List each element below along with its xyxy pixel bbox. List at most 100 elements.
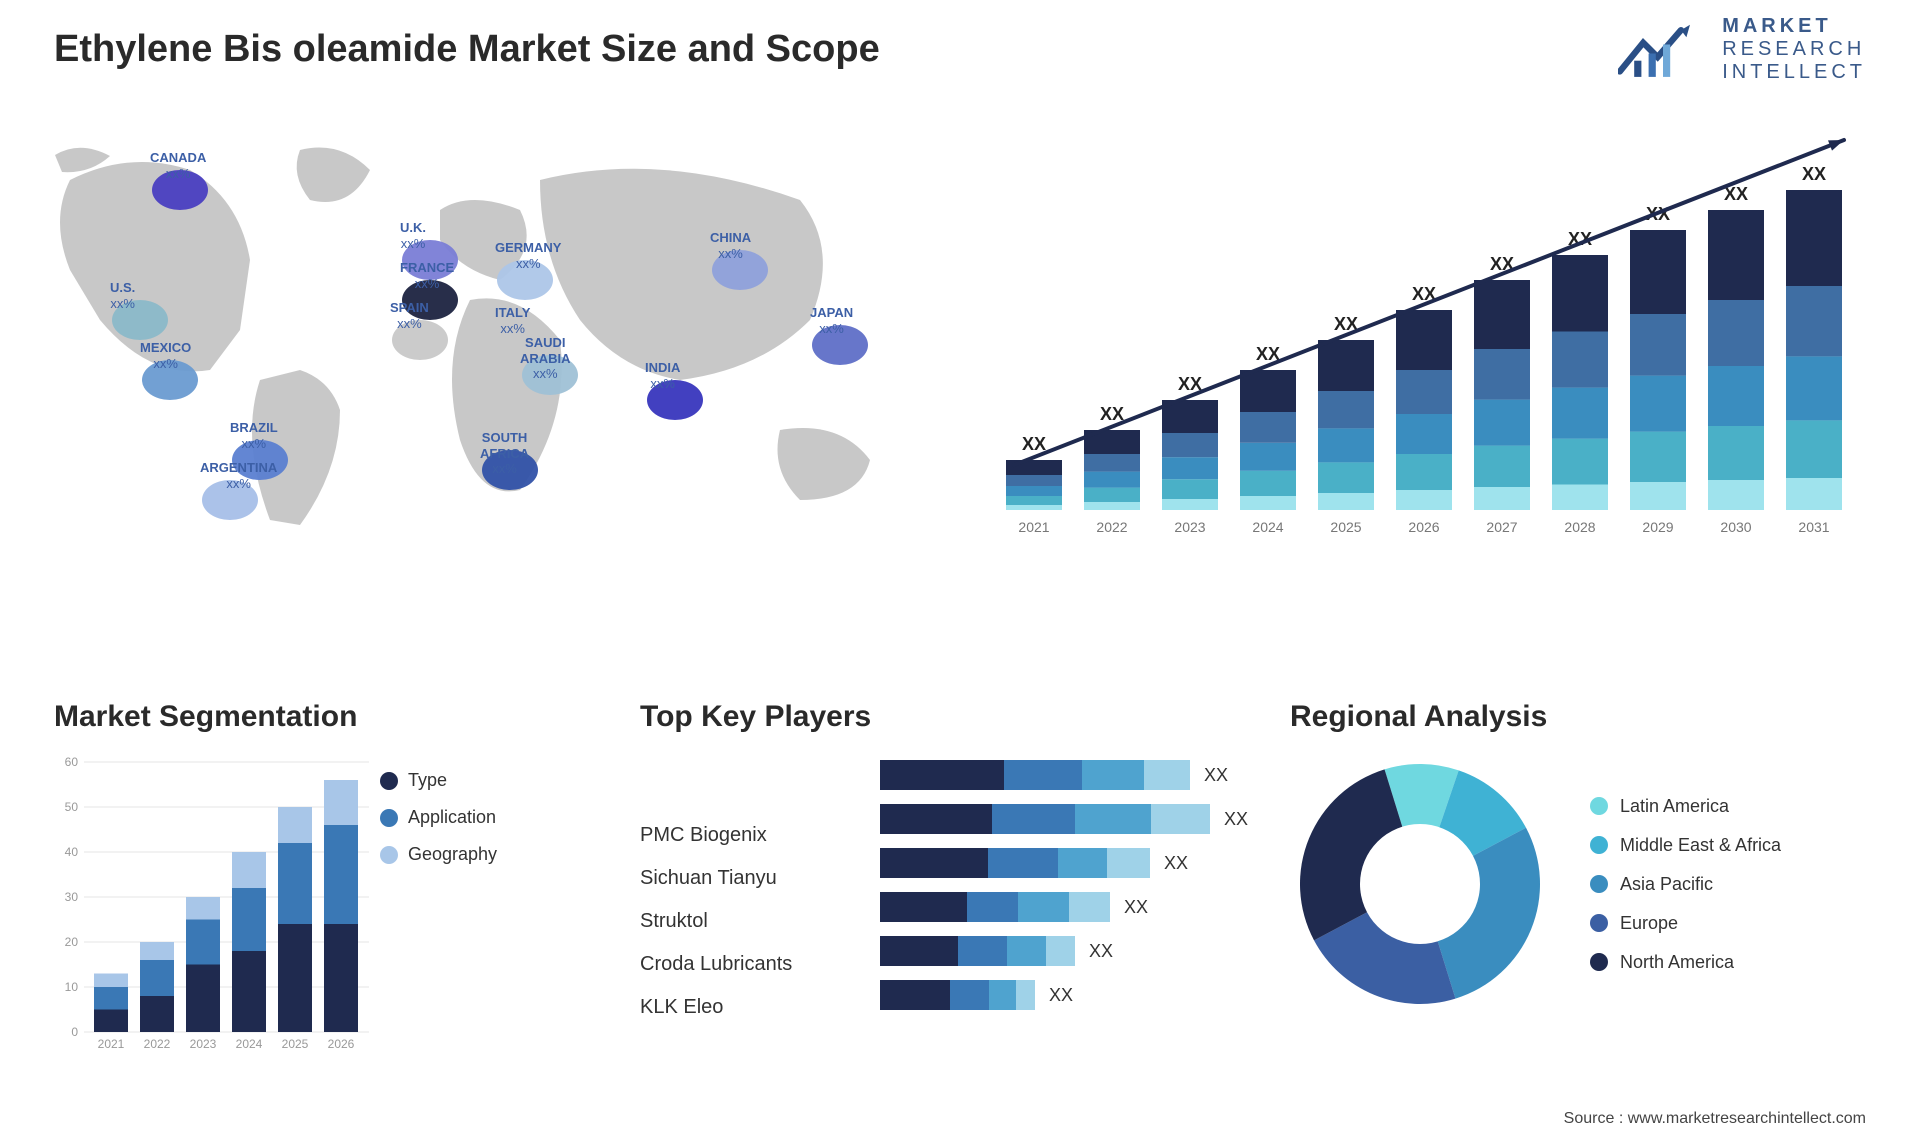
legend-dot xyxy=(380,772,398,790)
svg-text:10: 10 xyxy=(65,980,79,994)
legend-label: Europe xyxy=(1620,913,1678,934)
legend-dot xyxy=(380,846,398,864)
player-bar xyxy=(880,760,1190,790)
country-label: SPAINxx% xyxy=(390,300,429,331)
legend-dot xyxy=(1590,797,1608,815)
player-bar-label: XX xyxy=(1049,985,1073,1006)
player-bar-segment xyxy=(1075,804,1151,834)
svg-text:XX: XX xyxy=(1022,434,1046,454)
player-bar-row: XX xyxy=(880,848,1300,878)
logo-bar-2 xyxy=(1649,54,1656,77)
world-basemap xyxy=(40,120,940,550)
player-bar-segment xyxy=(1107,848,1150,878)
player-bar-segment xyxy=(1016,980,1035,1010)
svg-text:2021: 2021 xyxy=(1018,519,1049,535)
legend-dot xyxy=(1590,953,1608,971)
legend-dot xyxy=(1590,914,1608,932)
player-bar-segment xyxy=(958,936,1007,966)
svg-text:2030: 2030 xyxy=(1720,519,1751,535)
seg-legend-item: Geography xyxy=(380,844,497,865)
source-label: Source : www.marketresearchintellect.com xyxy=(1564,1110,1866,1128)
player-bar-segment xyxy=(988,848,1058,878)
player-bar-label: XX xyxy=(1164,853,1188,874)
legend-dot xyxy=(1590,836,1608,854)
logo-bar-1 xyxy=(1634,61,1641,77)
player-bar-row: XX xyxy=(880,936,1300,966)
player-bar-segment xyxy=(1007,936,1046,966)
player-bar-row: XX xyxy=(880,804,1300,834)
main-bar-chart: XX2021XX2022XX2023XX2024XX2025XX2026XX20… xyxy=(986,130,1866,550)
players-bars: XX XX XX XX XX XX xyxy=(880,760,1300,1010)
logo-line2: RESEARCH xyxy=(1722,38,1866,61)
svg-text:2026: 2026 xyxy=(328,1037,355,1051)
player-bar xyxy=(880,892,1110,922)
country-label: U.S.xx% xyxy=(110,280,135,311)
svg-text:2022: 2022 xyxy=(1096,519,1127,535)
donut-legend: Latin America Middle East & Africa Asia Pa… xyxy=(1590,796,1781,973)
country-label: JAPANxx% xyxy=(810,305,853,336)
legend-label: Geography xyxy=(408,844,497,865)
seg-legend-item: Type xyxy=(380,770,497,791)
legend-label: Middle East & Africa xyxy=(1620,835,1781,856)
logo-bar-3 xyxy=(1663,45,1670,77)
world-map: CANADAxx%U.S.xx%MEXICOxx%BRAZILxx%ARGENT… xyxy=(40,120,940,550)
country-label: CHINAxx% xyxy=(710,230,751,261)
svg-text:2024: 2024 xyxy=(1252,519,1283,535)
svg-text:XX: XX xyxy=(1100,404,1124,424)
country-label: ARGENTINAxx% xyxy=(200,460,277,491)
player-bar-segment xyxy=(1046,936,1075,966)
legend-dot xyxy=(380,809,398,827)
player-bar-segment xyxy=(880,936,958,966)
logo-line1: MARKET xyxy=(1722,15,1866,38)
svg-text:XX: XX xyxy=(1802,164,1826,184)
logo-line3: INTELLECT xyxy=(1722,61,1866,84)
player-bar-segment xyxy=(1069,892,1110,922)
player-bar-segment xyxy=(880,804,992,834)
player-bar xyxy=(880,804,1210,834)
legend-label: Type xyxy=(408,770,447,791)
legend-dot xyxy=(1590,875,1608,893)
player-bar-label: XX xyxy=(1124,897,1148,918)
player-bar-segment xyxy=(1144,760,1191,790)
svg-text:2021: 2021 xyxy=(98,1037,125,1051)
svg-text:30: 30 xyxy=(65,890,79,904)
country-label: INDIAxx% xyxy=(645,360,680,391)
svg-text:60: 60 xyxy=(65,755,79,769)
player-bar-segment xyxy=(950,980,989,1010)
svg-text:2022: 2022 xyxy=(144,1037,171,1051)
regional-title: Regional Analysis xyxy=(1290,700,1870,734)
player-bar-segment xyxy=(1018,892,1069,922)
donut-chart xyxy=(1290,754,1550,1014)
player-bar-segment xyxy=(989,980,1017,1010)
country-label: GERMANYxx% xyxy=(495,240,561,271)
main-chart-svg: XX2021XX2022XX2023XX2024XX2025XX2026XX20… xyxy=(986,130,1866,550)
player-bar-segment xyxy=(880,760,1004,790)
players-title: Top Key Players xyxy=(640,700,1160,734)
seg-chart-svg: 0102030405060202120222023202420252026 xyxy=(54,752,374,1062)
svg-text:2028: 2028 xyxy=(1564,519,1595,535)
player-bar xyxy=(880,980,1035,1010)
page-title: Ethylene Bis oleamide Market Size and Sc… xyxy=(54,28,880,71)
player-bar-segment xyxy=(992,804,1075,834)
player-bar-row: XX xyxy=(880,980,1300,1010)
svg-text:2027: 2027 xyxy=(1486,519,1517,535)
regional-legend-item: Middle East & Africa xyxy=(1590,835,1781,856)
player-bar-row: XX xyxy=(880,760,1300,790)
regional-legend-item: Latin America xyxy=(1590,796,1781,817)
regional-legend-item: Asia Pacific xyxy=(1590,874,1781,895)
svg-text:2023: 2023 xyxy=(190,1037,217,1051)
player-bar xyxy=(880,936,1075,966)
logo-icon xyxy=(1618,14,1708,84)
country-label: SOUTHAFRICAxx% xyxy=(480,430,529,477)
svg-text:2025: 2025 xyxy=(1330,519,1361,535)
player-bar-segment xyxy=(1004,760,1082,790)
player-bar-segment xyxy=(967,892,1018,922)
segmentation-title: Market Segmentation xyxy=(54,700,574,734)
seg-legend-item: Application xyxy=(380,807,497,828)
player-bar xyxy=(880,848,1150,878)
player-bar-label: XX xyxy=(1204,765,1228,786)
country-label: SAUDIARABIAxx% xyxy=(520,335,571,382)
player-bar-label: XX xyxy=(1224,809,1248,830)
regional-section: Regional Analysis Latin America Middle Ea… xyxy=(1290,700,1870,1014)
logo-text: MARKET RESEARCH INTELLECT xyxy=(1722,15,1866,84)
